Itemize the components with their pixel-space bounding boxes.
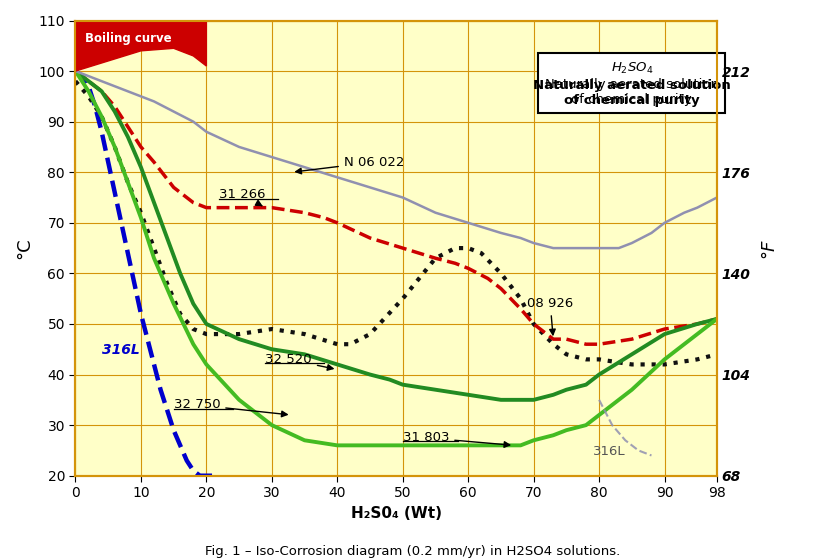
Text: 31 266: 31 266 xyxy=(219,189,266,206)
Text: 32 520: 32 520 xyxy=(266,353,333,370)
Text: 316L: 316L xyxy=(101,343,139,357)
Text: 32 750: 32 750 xyxy=(173,398,287,417)
Y-axis label: °C: °C xyxy=(15,237,33,259)
Text: $H_2SO_4$
Naturally aerated solution
of chemical purity: $H_2SO_4$ Naturally aerated solution of … xyxy=(544,61,719,106)
Polygon shape xyxy=(75,21,206,71)
Y-axis label: °F: °F xyxy=(759,238,777,258)
X-axis label: H₂S0₄ (Wt): H₂S0₄ (Wt) xyxy=(351,506,441,521)
Text: 316L: 316L xyxy=(592,445,625,459)
Text: Fig. 1 – Iso-Corrosion diagram (0.2 mm/yr) in H2SO4 solutions.: Fig. 1 – Iso-Corrosion diagram (0.2 mm/y… xyxy=(205,545,620,558)
Text: N 06 022: N 06 022 xyxy=(296,156,404,174)
Text: 08 926: 08 926 xyxy=(527,297,573,335)
Text: Boiling curve: Boiling curve xyxy=(85,32,172,45)
Text: 31 803: 31 803 xyxy=(403,431,510,448)
Text: Naturally aerated solution
of chemical purity: Naturally aerated solution of chemical p… xyxy=(533,79,731,107)
